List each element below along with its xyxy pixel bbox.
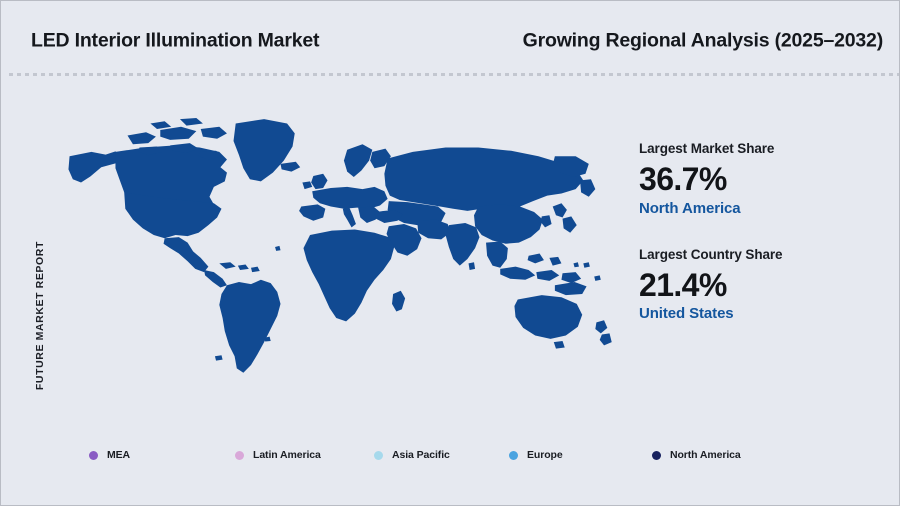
- legend-dot-icon: [235, 450, 244, 460]
- legend-dot-icon: [652, 450, 661, 460]
- stat-region: North America: [639, 199, 741, 217]
- legend-item-mea: MEA: [89, 449, 130, 461]
- stat-value: 21.4%: [639, 266, 727, 303]
- stat-region: United States: [639, 305, 734, 323]
- legend-item-label: Asia Pacific: [392, 449, 450, 461]
- stat-label: Largest Country Share: [639, 246, 783, 262]
- page-title: LED Interior Illumination Market: [31, 29, 320, 52]
- brand-watermark: FUTURE MARKET REPORT: [34, 241, 46, 391]
- world-map-svg: [68, 118, 612, 373]
- stat-largest-country-share: Largest Country Share 21.4% United State…: [639, 247, 887, 323]
- legend-item-label: North America: [670, 449, 741, 461]
- legend-dot-icon: [374, 450, 383, 460]
- world-map: [63, 99, 615, 395]
- legend-item-label: Europe: [527, 449, 563, 461]
- legend-item-label: Latin America: [253, 449, 321, 461]
- legend-dot-icon: [89, 450, 98, 460]
- legend-item-europe: Europe: [509, 449, 563, 461]
- legend-item-label: MEA: [107, 449, 131, 461]
- header-divider: [9, 73, 899, 76]
- stat-value: 36.7%: [639, 161, 727, 197]
- stat-largest-market-share: Largest Market Share 36.7% North America: [639, 141, 887, 217]
- statistics-panel: Largest Market Share 36.7% North America…: [639, 141, 887, 322]
- legend-item-asia-pacific: Asia Pacific: [374, 449, 450, 461]
- legend-dot-icon: [509, 450, 518, 460]
- map-landmasses: [68, 118, 612, 373]
- legend: MEA Latin America Asia Pacific Europe No…: [89, 449, 789, 467]
- legend-item-north-america: North America: [652, 449, 741, 461]
- header-subtitle: Growing Regional Analysis (2025–2032): [522, 29, 884, 52]
- header: LED Interior Illumination Market Growing…: [1, 1, 899, 76]
- legend-item-latin-america: Latin America: [235, 449, 321, 461]
- stat-label: Largest Market Share: [639, 141, 775, 156]
